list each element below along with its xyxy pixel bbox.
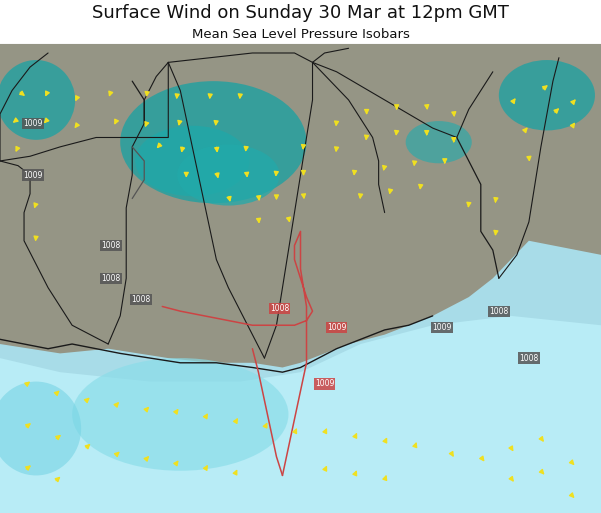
Text: 1008: 1008: [132, 295, 151, 304]
Text: 1009: 1009: [23, 119, 43, 128]
Text: 1008: 1008: [489, 307, 508, 315]
Ellipse shape: [177, 145, 279, 206]
Ellipse shape: [499, 60, 595, 130]
Ellipse shape: [135, 126, 249, 196]
Ellipse shape: [0, 382, 81, 476]
Ellipse shape: [120, 81, 307, 203]
Text: 1008: 1008: [102, 274, 121, 283]
Text: 1009: 1009: [327, 323, 346, 332]
Polygon shape: [0, 316, 601, 513]
Ellipse shape: [0, 60, 75, 140]
Text: 1008: 1008: [519, 353, 538, 363]
Ellipse shape: [72, 358, 288, 471]
Text: 1008: 1008: [270, 304, 289, 313]
Text: 1009: 1009: [315, 380, 334, 388]
Ellipse shape: [406, 121, 472, 163]
Polygon shape: [0, 44, 601, 367]
Text: 1009: 1009: [432, 323, 451, 332]
Text: 1009: 1009: [23, 170, 43, 180]
Text: Mean Sea Level Pressure Isobars: Mean Sea Level Pressure Isobars: [192, 28, 409, 42]
Text: Surface Wind on Sunday 30 Mar at 12pm GMT: Surface Wind on Sunday 30 Mar at 12pm GM…: [92, 4, 509, 22]
Text: 1008: 1008: [102, 241, 121, 250]
